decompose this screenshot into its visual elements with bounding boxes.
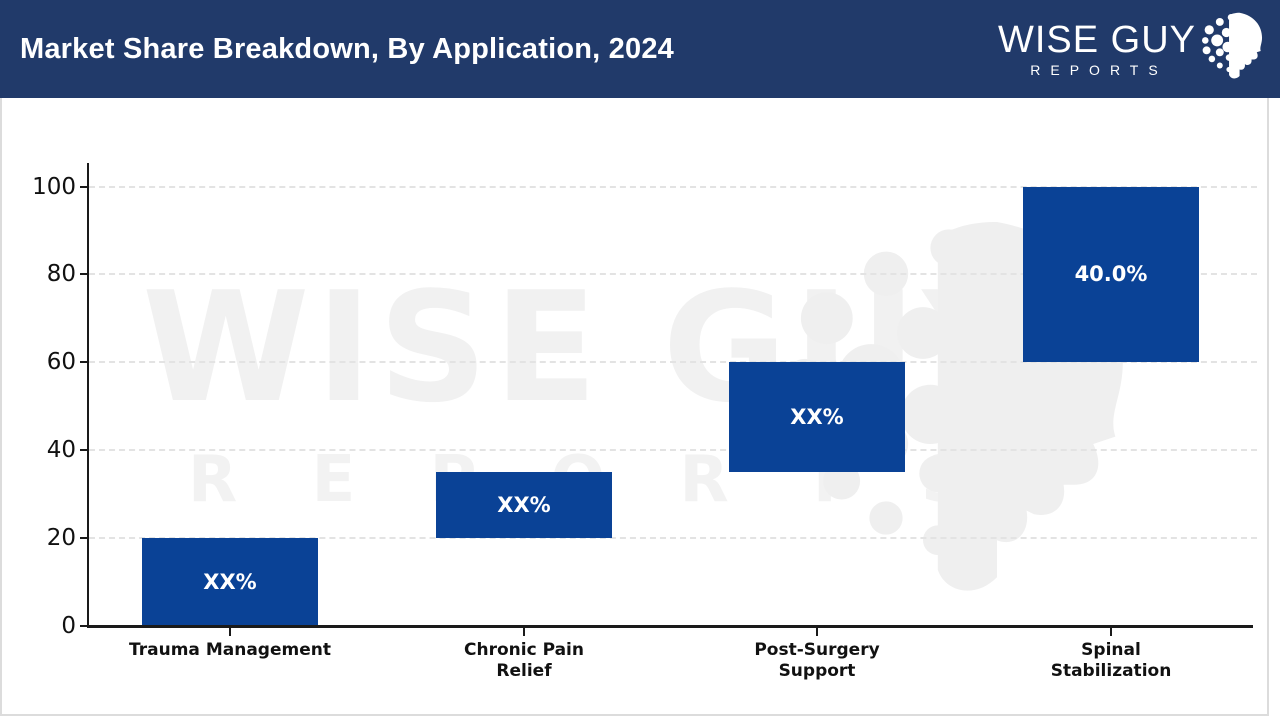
gridline bbox=[89, 449, 1257, 452]
x-axis-label: Post-Surgery Support bbox=[697, 640, 937, 682]
x-axis-line bbox=[87, 625, 1253, 628]
x-tick-mark bbox=[1110, 628, 1112, 636]
x-axis-label-line: Support bbox=[778, 661, 856, 681]
logo-subtext: REPORTS bbox=[1030, 62, 1168, 78]
bar: 40.0% bbox=[1023, 186, 1199, 363]
y-tick-label: 80 bbox=[46, 261, 76, 288]
y-tick-label: 60 bbox=[46, 349, 76, 376]
page-title: Market Share Breakdown, By Application, … bbox=[20, 32, 674, 65]
logo-text: WISE GUY REPORTS bbox=[998, 20, 1196, 78]
wise-guy-logo: WISE GUY REPORTS bbox=[998, 8, 1266, 90]
y-tick-mark bbox=[80, 185, 88, 188]
y-tick-mark bbox=[80, 449, 88, 452]
x-axis-label-line: Relief bbox=[496, 661, 552, 681]
header: Market Share Breakdown, By Application, … bbox=[0, 0, 1280, 98]
y-axis-line bbox=[87, 163, 89, 627]
x-axis-label: Chronic Pain Relief bbox=[404, 640, 644, 682]
gridline bbox=[89, 537, 1257, 540]
gridline bbox=[89, 273, 1257, 276]
bar-value-label: 40.0% bbox=[1074, 262, 1148, 287]
x-axis-label-line: Trauma Management bbox=[129, 640, 331, 660]
y-tick-mark bbox=[80, 625, 88, 627]
logo-face-icon bbox=[1201, 12, 1263, 79]
gridline bbox=[89, 361, 1257, 364]
x-axis-label-line: Stabilization bbox=[1050, 661, 1172, 681]
logo-wordmark: WISE GUY bbox=[997, 19, 1196, 61]
y-tick-mark bbox=[80, 537, 88, 540]
y-tick-label: 0 bbox=[61, 613, 76, 639]
x-tick-mark bbox=[816, 628, 818, 636]
y-tick-label: 20 bbox=[46, 525, 76, 552]
y-tick-label: 100 bbox=[32, 173, 76, 200]
x-axis-label-line: Post-Surgery bbox=[754, 640, 880, 660]
x-axis-label: Trauma Management bbox=[110, 640, 350, 661]
x-axis-label: Spinal Stabilization bbox=[991, 640, 1231, 682]
y-tick-label: 40 bbox=[46, 437, 76, 464]
gridline bbox=[89, 185, 1257, 188]
x-axis-label-line: Chronic Pain bbox=[464, 640, 584, 660]
bar: XX% bbox=[729, 362, 905, 473]
y-tick-mark bbox=[80, 361, 88, 364]
bar-value-label: XX% bbox=[203, 570, 257, 595]
bar-value-label: XX% bbox=[790, 405, 844, 430]
bar: XX% bbox=[436, 472, 612, 539]
bar: XX% bbox=[142, 538, 318, 626]
x-tick-mark bbox=[229, 628, 231, 636]
x-axis-label-line: Spinal bbox=[1081, 640, 1141, 660]
bar-value-label: XX% bbox=[497, 493, 551, 518]
x-tick-mark bbox=[523, 628, 525, 636]
y-tick-mark bbox=[80, 273, 88, 276]
